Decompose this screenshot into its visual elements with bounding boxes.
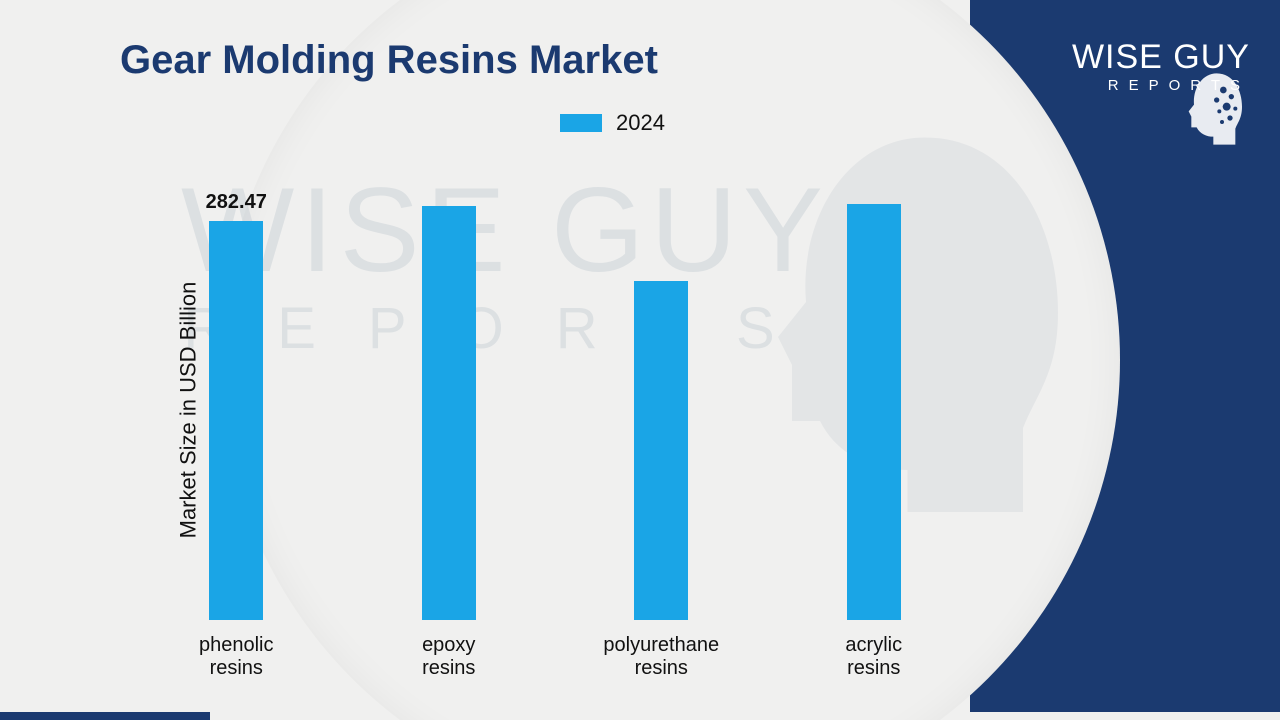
bar: [634, 281, 688, 620]
bar-group: 282.47: [143, 191, 330, 620]
bar-chart: Market Size in USD Billion 282.47 phenol…: [70, 130, 980, 690]
bar: [209, 221, 263, 620]
bar-value-label: 282.47: [206, 191, 267, 215]
bar: [847, 204, 901, 620]
stage: WISE GUY REPORTS Gear Molding Resins Mar…: [0, 0, 1280, 720]
x-axis-category-label: acrylicresins: [780, 634, 967, 680]
x-axis-labels: phenolicresins epoxyresins polyurethaneres…: [130, 634, 980, 680]
brand-block: WISE GUY REPORTS: [1072, 40, 1250, 93]
legend-swatch: [560, 114, 602, 132]
bar: [422, 206, 476, 620]
bar-group: [355, 176, 542, 620]
plot-area: 282.47: [130, 140, 980, 620]
bar-group: [568, 251, 755, 620]
bar-group: [780, 174, 967, 620]
legend: 2024: [560, 110, 665, 136]
chart-title: Gear Molding Resins Market: [120, 38, 658, 83]
x-axis-category-label: epoxyresins: [355, 634, 542, 680]
bottom-accent-bar: [0, 712, 210, 720]
brand-head-icon: [1174, 70, 1246, 150]
bars-container: 282.47: [130, 140, 980, 620]
x-axis-category-label: polyurethaneresins: [568, 634, 755, 680]
legend-label: 2024: [616, 110, 665, 136]
x-axis-category-label: phenolicresins: [143, 634, 330, 680]
